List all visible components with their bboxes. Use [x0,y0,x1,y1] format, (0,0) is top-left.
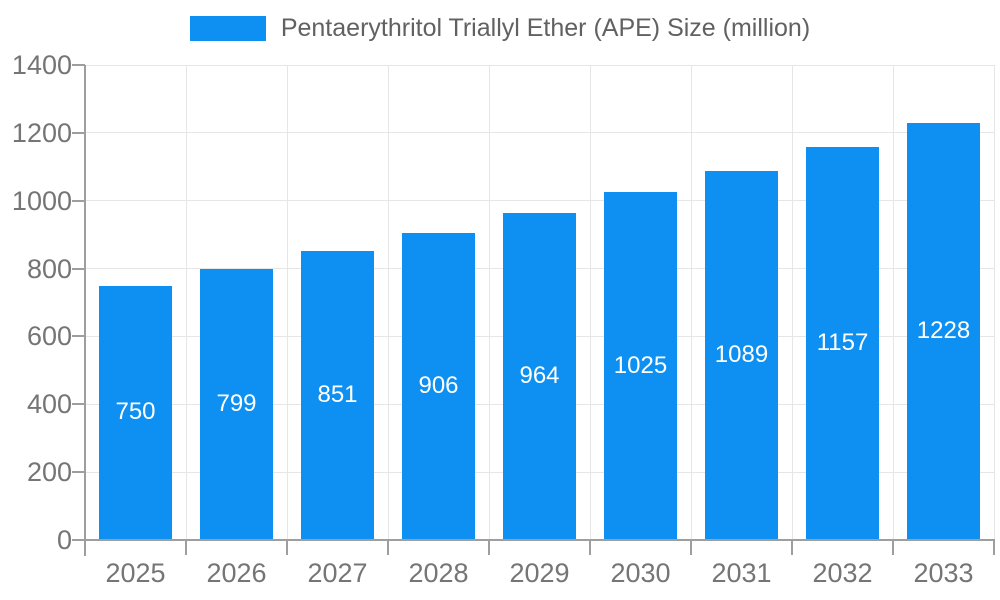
y-axis-tick [72,199,85,202]
bar-value-label: 750 [115,398,156,426]
y-axis-tick-label: 1000 [11,185,72,216]
gridline-horizontal [85,132,994,134]
y-axis-tick [72,64,85,66]
y-axis-tick [72,403,85,406]
bar-value-label: 799 [216,389,257,417]
y-axis-tick [72,335,85,338]
x-axis-tick-label: 2028 [408,558,469,588]
bar-value-label: 1089 [714,340,769,368]
bar-value-label: 906 [418,371,459,399]
x-axis-tick-label: 2032 [812,558,873,588]
gridline-vertical [387,65,389,540]
y-axis-tick [72,471,85,474]
bar[interactable]: 851 [301,251,374,539]
x-axis-tick-label: 2026 [206,558,267,588]
y-axis-tick-label: 200 [26,457,72,488]
gridline-vertical [690,65,692,540]
gridline-vertical [892,65,894,540]
x-axis-tick [185,541,187,555]
gridline-horizontal [85,200,994,202]
x-axis-tick [791,541,793,555]
plot-area: 750 799 851 906 964 1025 1089 1157 1228 [72,64,995,556]
legend-swatch [189,16,266,41]
y-axis-tick [72,131,85,134]
bar[interactable]: 799 [200,268,273,539]
bar-value-label: 1025 [613,351,668,379]
x-axis-tick [892,541,894,555]
y-axis-tick-label: 600 [26,321,72,352]
x-axis-tick-label: 2030 [610,558,671,588]
bar[interactable]: 906 [402,232,475,539]
gridline-vertical [488,65,490,540]
gridline-vertical [185,65,187,540]
y-axis-line [84,65,86,556]
gridline-vertical [791,65,793,540]
bar-value-label: 1157 [816,329,869,357]
x-axis-tick [488,541,490,555]
bar-value-label: 964 [519,361,560,389]
gridline-vertical [589,65,591,540]
bar[interactable]: 750 [99,285,172,539]
gridline-horizontal [85,64,994,66]
bar[interactable]: 1157 [806,147,879,539]
y-axis-tick-label: 800 [26,253,72,284]
y-axis-tick-label: 1200 [11,117,72,148]
x-axis-tick-label: 2027 [307,558,368,588]
x-axis-tick [589,541,591,555]
x-axis-tick [387,541,389,555]
x-axis-tick [993,541,995,555]
x-axis-tick [286,541,288,555]
y-axis-tick-label: 0 [56,525,72,555]
bar[interactable]: 1228 [907,123,980,539]
y-axis-tick [72,539,85,541]
x-axis-line [84,539,995,541]
x-axis-tick [690,541,692,555]
y-axis-tick [72,267,85,270]
bar-value-label: 1228 [916,317,971,345]
bar[interactable]: 1025 [604,192,677,539]
bar[interactable]: 964 [503,212,576,539]
legend-item[interactable]: Pentaerythritol Triallyl Ether (APE) Siz… [189,14,811,43]
legend: Pentaerythritol Triallyl Ether (APE) Siz… [0,14,1000,43]
x-axis-tick-label: 2025 [105,558,166,588]
legend-label: Pentaerythritol Triallyl Ether (APE) Siz… [280,14,811,42]
x-axis-tick-label: 2029 [509,558,570,588]
y-axis-tick-label: 1400 [11,50,72,80]
gridline-vertical [993,65,995,540]
y-axis-tick-label: 400 [26,389,72,420]
x-axis-tick-label: 2031 [711,558,772,588]
x-axis-tick-label: 2033 [913,558,974,588]
gridline-vertical [286,65,288,540]
bar-value-label: 851 [317,381,358,409]
bar[interactable]: 1089 [705,170,778,539]
